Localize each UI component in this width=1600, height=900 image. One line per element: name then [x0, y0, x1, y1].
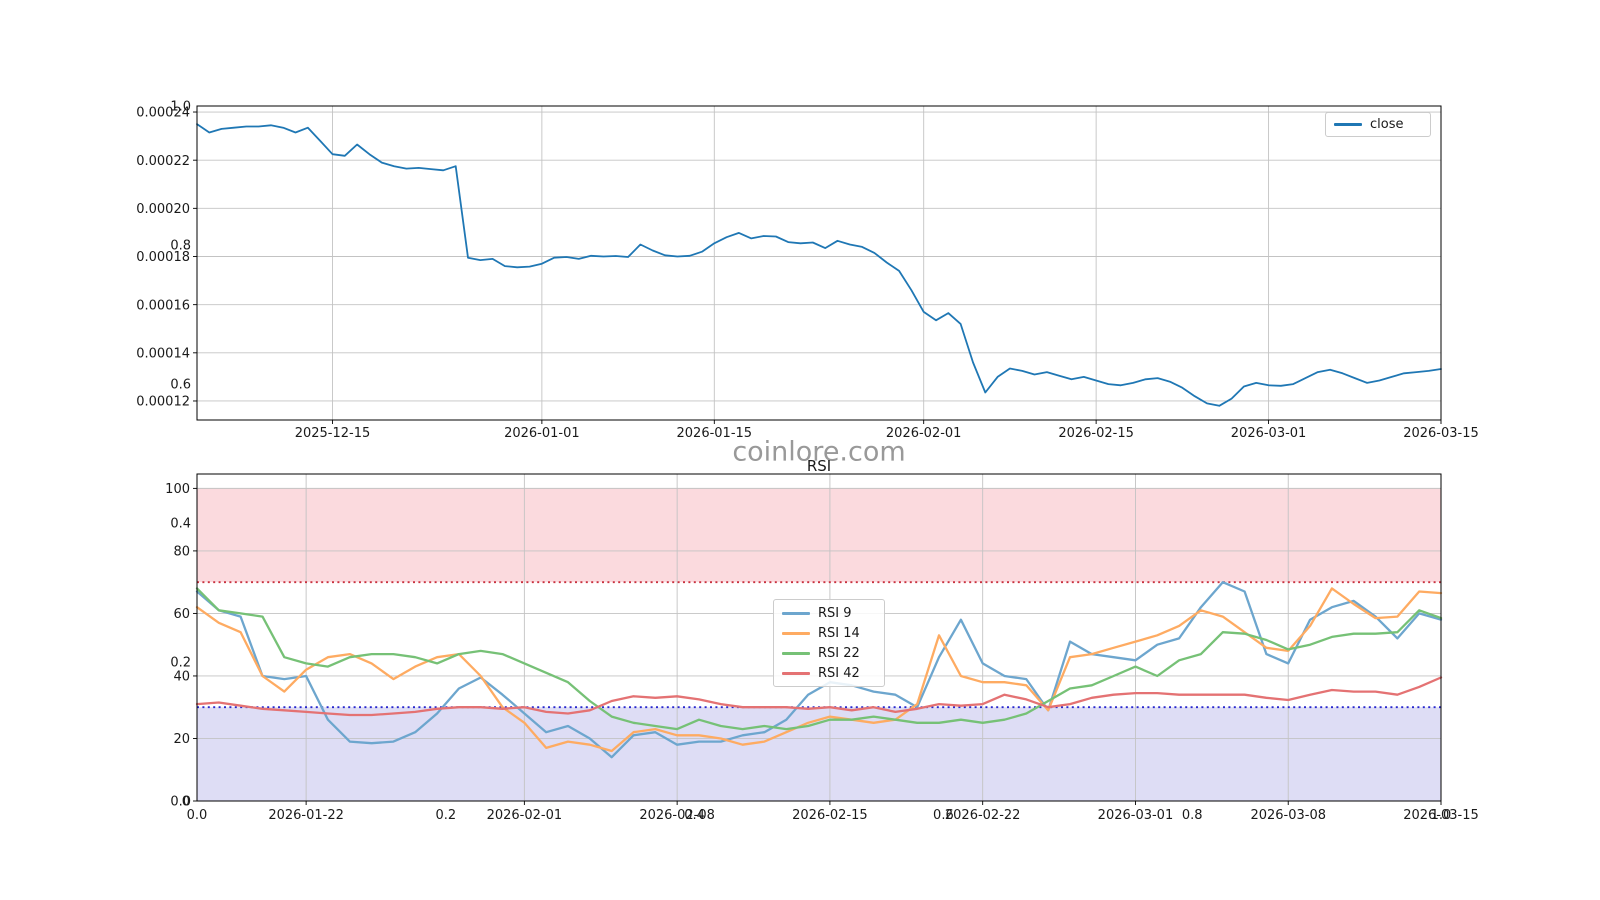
x-tick-label: 2026-02-08	[639, 808, 715, 823]
y-tick-label: 0.00022	[136, 154, 190, 169]
legend-label: RSI 14	[818, 625, 860, 641]
price-chart: 2025-12-15 2026-01-01 2026-01-15 2026-02-01…	[136, 105, 1479, 441]
rsi-9-line	[195, 581, 1443, 759]
close-line-swatch	[1334, 123, 1362, 126]
y-tick-label: 0.00014	[136, 346, 190, 361]
legend-item-rsi22: RSI 22	[782, 643, 876, 663]
plot-border	[196, 473, 1442, 802]
overbought-band	[197, 488, 1441, 583]
y-tick-label: 0.00018	[136, 250, 190, 265]
y-tick-label: 0.00016	[136, 298, 190, 313]
hidden-x-tick-label: 1.0	[1431, 808, 1452, 823]
legend-item-close: close	[1334, 116, 1422, 133]
x-tick-label: 2026-01-15	[677, 426, 753, 441]
x-tick-label: 2026-02-22	[945, 808, 1021, 823]
plot-border	[196, 105, 1442, 421]
legend-item-rsi9: RSI 9	[782, 603, 876, 623]
y-tick-label: 100	[165, 482, 190, 497]
hidden-x-tick-label: 0.8	[1182, 808, 1203, 823]
y-tick-label: 0.00024	[136, 106, 190, 121]
hidden-y-tick-label: 0.2	[170, 656, 191, 671]
close-line	[196, 123, 1442, 407]
legend-item-rsi14: RSI 14	[782, 623, 876, 643]
hidden-y-tick-label: 0.8	[170, 239, 191, 254]
y-tick-label: 40	[173, 670, 190, 685]
y-tick-label: 0	[182, 795, 190, 810]
price-legend: close	[1325, 112, 1431, 137]
rsi-legend: RSI 9 RSI 14 RSI 22 RSI 42	[773, 599, 885, 687]
rsi-chart: 2026-01-22 2026-02-01 2026-02-08 2026-02-15…	[165, 473, 1479, 823]
hidden-y-tick-label: 1.0	[170, 100, 191, 115]
x-tick-label: 2026-03-01	[1098, 808, 1174, 823]
rsi9-line-swatch	[782, 611, 810, 615]
watermark: coinlore.com	[732, 436, 906, 468]
rsi22-line-swatch	[782, 651, 810, 655]
oversold-band	[197, 707, 1441, 801]
y-tick-label: 20	[173, 732, 190, 747]
rsi42-line-swatch	[782, 671, 810, 675]
rsi14-line-swatch	[782, 631, 810, 635]
y-tick-label: 0.00012	[136, 395, 190, 410]
hidden-y-tick-label: 0.4	[170, 517, 191, 532]
y-tick-label: 60	[173, 607, 190, 622]
x-tick-label: 2026-03-15	[1403, 808, 1479, 823]
x-tick-label: 2026-01-22	[268, 808, 344, 823]
hidden-x-tick-label: 0.6	[933, 808, 954, 823]
legend-item-rsi42: RSI 42	[782, 663, 876, 683]
hidden-y-tick-label: 0.6	[170, 378, 191, 393]
x-tick-label: 2026-03-01	[1231, 426, 1307, 441]
x-tick-label: 2026-02-15	[1058, 426, 1134, 441]
hidden-x-tick-label: 0.4	[684, 808, 705, 823]
hidden-x-tick-label: 0.0	[187, 808, 208, 823]
y-tick-label: 80	[173, 545, 190, 560]
legend-label: RSI 42	[818, 665, 860, 681]
x-tick-label: 2025-12-15	[295, 426, 371, 441]
rsi-42-line	[195, 676, 1443, 717]
legend-label: RSI 9	[818, 605, 852, 621]
legend-label: close	[1370, 117, 1404, 132]
x-tick-label: 2026-01-01	[504, 426, 580, 441]
x-tick-label: 2026-03-08	[1250, 808, 1326, 823]
hidden-normalized-axis: 0.0 0.2 0.4 0.6 0.8 1.0 0.0 0.2 0.4 0.6 0.8 1.0	[170, 100, 1451, 823]
x-tick-label: 2026-03-15	[1403, 426, 1479, 441]
hidden-y-tick-label: 0.0	[170, 795, 191, 810]
hidden-x-tick-label: 0.2	[435, 808, 456, 823]
legend-label: RSI 22	[818, 645, 860, 661]
x-tick-label: 2026-02-15	[792, 808, 868, 823]
rsi-chart-title: RSI	[806, 457, 832, 475]
x-tick-label: 2026-02-01	[487, 808, 563, 823]
rsi-22-line	[195, 587, 1443, 731]
x-tick-label: 2026-02-01	[886, 426, 962, 441]
rsi-14-line	[195, 587, 1443, 753]
y-tick-label: 0.00020	[136, 202, 190, 217]
